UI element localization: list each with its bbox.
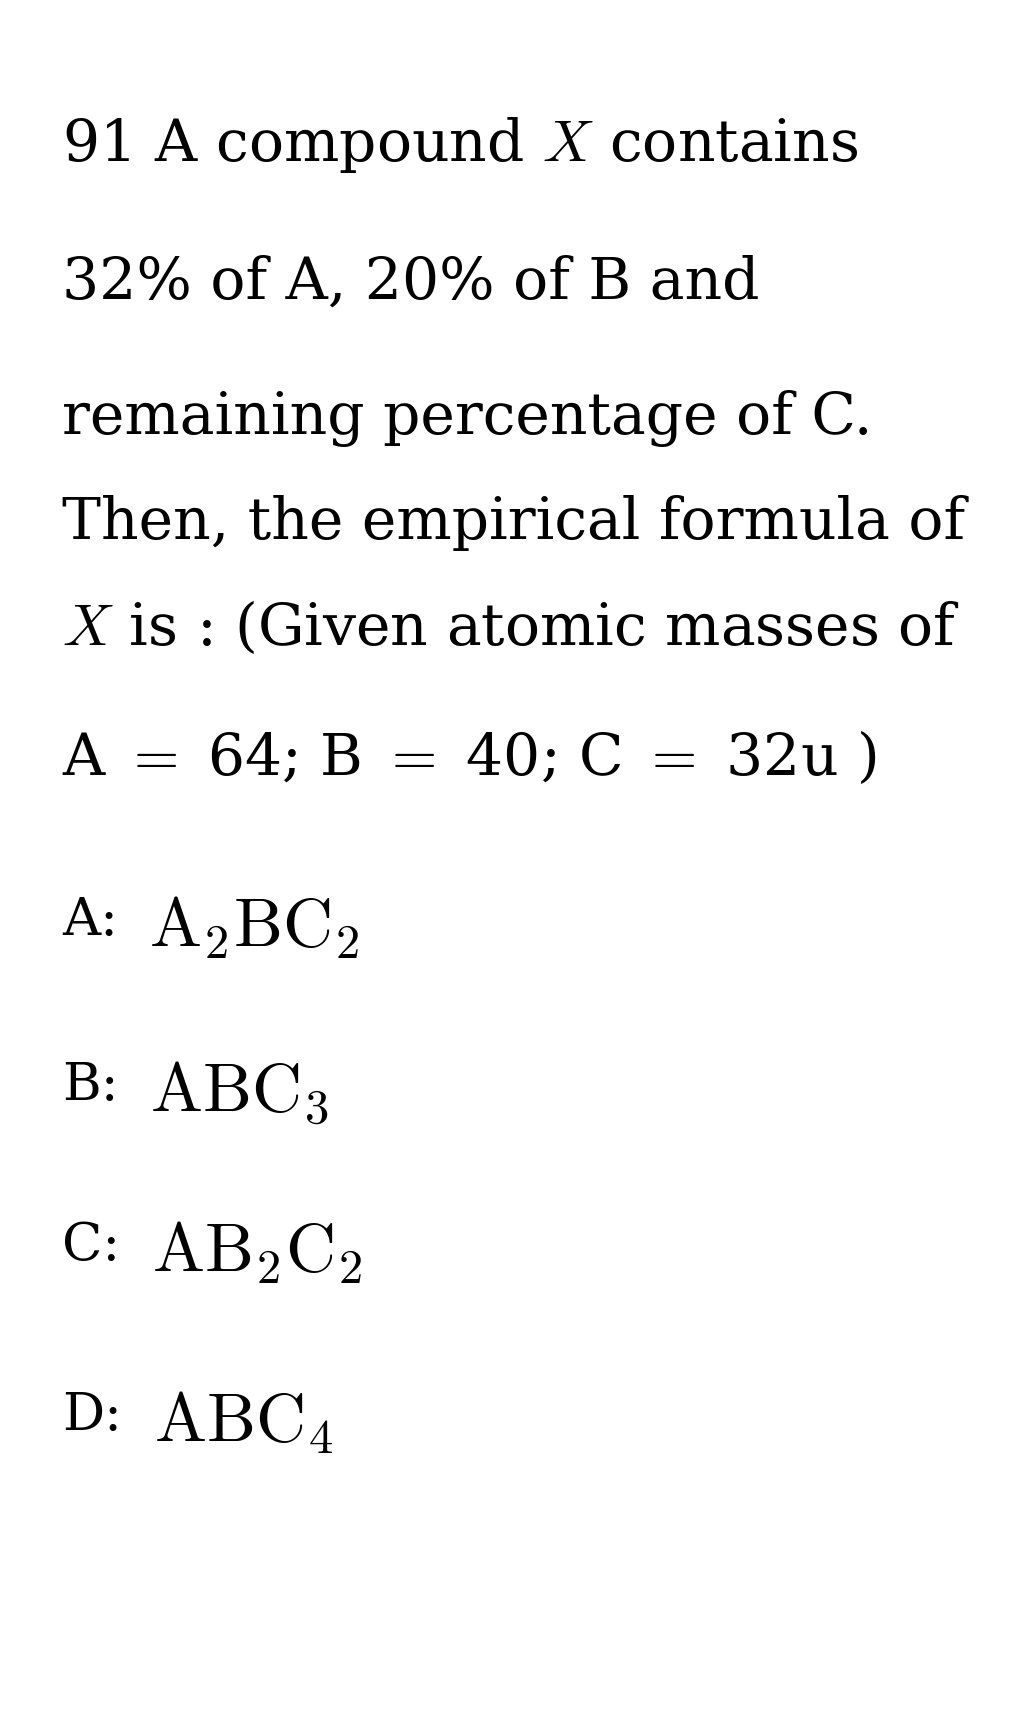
Text: 32% of A, 20% of B and: 32% of A, 20% of B and — [62, 254, 760, 311]
Text: Then, the empirical formula of: Then, the empirical formula of — [62, 494, 966, 552]
Text: 91 A compound $\mathit{X}$ contains: 91 A compound $\mathit{X}$ contains — [62, 116, 858, 175]
Text: D:: D: — [62, 1390, 122, 1440]
Text: remaining percentage of C.: remaining percentage of C. — [62, 391, 872, 448]
Text: B:: B: — [62, 1060, 119, 1112]
Text: C:: C: — [62, 1221, 120, 1271]
Text: $\mathrm{ABC_3}$: $\mathrm{ABC_3}$ — [150, 1060, 329, 1127]
Text: $\mathrm{A_2BC_2}$: $\mathrm{A_2BC_2}$ — [150, 896, 359, 961]
Text: A $=$ 64; B $=$ 40; C $=$ 32u ): A $=$ 64; B $=$ 40; C $=$ 32u ) — [62, 730, 877, 787]
Text: $\mathrm{AB_2C_2}$: $\mathrm{AB_2C_2}$ — [152, 1221, 362, 1286]
Text: A:: A: — [62, 896, 118, 946]
Text: $\mathit{X}$ is : (Given atomic masses of: $\mathit{X}$ is : (Given atomic masses o… — [62, 600, 961, 657]
Text: $\mathrm{ABC_4}$: $\mathrm{ABC_4}$ — [155, 1390, 334, 1456]
